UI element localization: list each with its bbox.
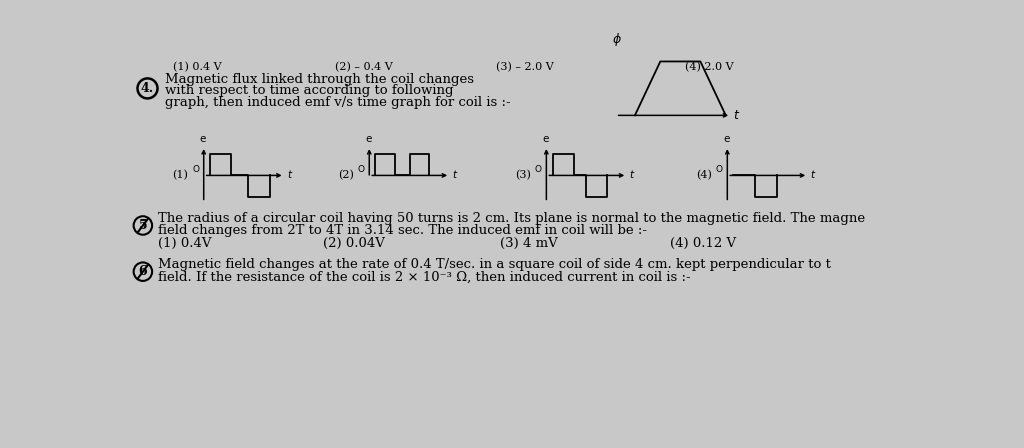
Text: Magnetic field changes at the rate of 0.4 T/sec. in a square coil of side 4 cm. : Magnetic field changes at the rate of 0.… — [159, 258, 831, 271]
Text: (1) 0.4 V: (1) 0.4 V — [173, 62, 221, 73]
Text: O: O — [535, 165, 542, 174]
Text: $\phi$: $\phi$ — [612, 30, 623, 47]
Text: (2) – 0.4 V: (2) – 0.4 V — [335, 62, 392, 73]
Text: O: O — [716, 165, 723, 174]
Text: Magnetic flux linked through the coil changes: Magnetic flux linked through the coil ch… — [165, 73, 474, 86]
Text: (3) 4 mV: (3) 4 mV — [500, 237, 558, 250]
Text: e: e — [723, 134, 730, 144]
Text: e: e — [366, 134, 372, 144]
Text: 4.: 4. — [141, 82, 154, 95]
Text: (1): (1) — [172, 170, 188, 181]
Text: 5: 5 — [138, 219, 147, 232]
Text: field changes from 2T to 4T in 3.14 sec. The induced emf in coil will be :-: field changes from 2T to 4T in 3.14 sec.… — [159, 224, 647, 237]
Text: e: e — [543, 134, 549, 144]
Text: with respect to time according to following: with respect to time according to follow… — [165, 84, 454, 97]
Text: t: t — [733, 109, 738, 122]
Text: (2) 0.04V: (2) 0.04V — [323, 237, 385, 250]
Text: (3) – 2.0 V: (3) – 2.0 V — [497, 62, 554, 73]
Text: O: O — [193, 165, 199, 174]
Text: The radius of a circular coil having 50 turns is 2 cm. Its plane is normal to th: The radius of a circular coil having 50 … — [159, 212, 865, 225]
Text: (1) 0.4V: (1) 0.4V — [159, 237, 212, 250]
Text: e: e — [200, 134, 206, 144]
Text: (4) 2.0 V: (4) 2.0 V — [685, 62, 733, 73]
Text: (2): (2) — [338, 170, 354, 181]
Text: (4) 0.12 V: (4) 0.12 V — [670, 237, 735, 250]
Text: (4): (4) — [696, 170, 712, 181]
Text: graph, then induced emf v/s time graph for coil is :-: graph, then induced emf v/s time graph f… — [165, 96, 511, 109]
Text: field. If the resistance of the coil is 2 × 10⁻³ Ω, then induced current in coil: field. If the resistance of the coil is … — [159, 271, 691, 284]
Text: t: t — [287, 170, 291, 181]
Text: t: t — [810, 170, 815, 181]
Text: 6: 6 — [138, 265, 147, 278]
Text: t: t — [630, 170, 634, 181]
Text: t: t — [453, 170, 457, 181]
Text: O: O — [357, 165, 365, 174]
Text: (3): (3) — [515, 170, 531, 181]
